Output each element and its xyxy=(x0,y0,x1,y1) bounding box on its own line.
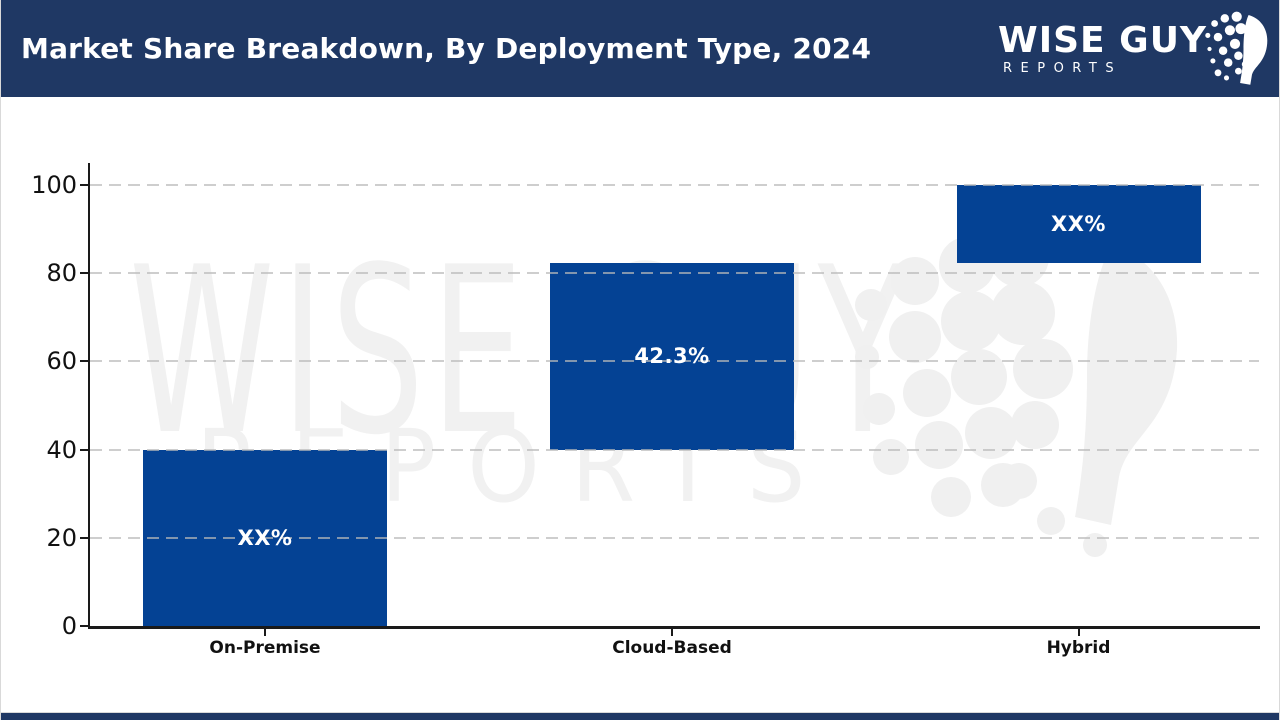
y-tick-mark xyxy=(80,184,89,186)
header-banner: Market Share Breakdown, By Deployment Ty… xyxy=(1,0,1279,97)
x-axis-spine xyxy=(88,626,1260,629)
x-tick-mark xyxy=(264,629,266,636)
logo-wordmark-line2: REPORTS xyxy=(1002,61,1123,77)
x-tick-label: Cloud-Based xyxy=(612,638,732,658)
gridline-y-60 xyxy=(90,360,1259,363)
y-tick-mark xyxy=(80,272,89,275)
gridline-y-20 xyxy=(90,536,1259,539)
x-tick-label: On-Premise xyxy=(209,638,321,658)
y-tick-mark xyxy=(80,448,89,451)
page-title: Market Share Breakdown, By Deployment Ty… xyxy=(21,32,872,65)
footer-divider xyxy=(1,712,1279,713)
y-tick-label: 0 xyxy=(61,612,77,640)
wiseguy-logo: WISE GUY REPORTS xyxy=(998,8,1269,90)
bar-value-label: XX% xyxy=(1051,212,1106,237)
gridline-y-100 xyxy=(90,184,1259,186)
y-tick-mark xyxy=(80,625,89,627)
x-tick-label: Hybrid xyxy=(1046,638,1111,658)
y-tick-label: 80 xyxy=(46,259,77,288)
x-tick-mark xyxy=(671,629,673,636)
y-axis-spine xyxy=(88,163,90,629)
logo-wordmark: WISE GUY REPORTS xyxy=(997,19,1207,77)
bar-value-label: 42.3% xyxy=(634,344,710,369)
y-tick-label: 20 xyxy=(46,523,77,552)
y-tick-mark xyxy=(80,360,89,363)
y-tick-label: 40 xyxy=(46,435,77,464)
bar-cloud-based xyxy=(550,263,794,450)
y-tick-mark xyxy=(80,536,89,539)
gridline-y-40 xyxy=(90,448,1259,451)
y-tick-label: 60 xyxy=(46,347,77,376)
logo-wordmark-line1: WISE GUY xyxy=(997,19,1207,61)
plot-area: 0 20 40 60 80 100 XX% On-Premise 42.3% Cloud-Base… xyxy=(1,97,1279,712)
watermark-head-icon xyxy=(855,227,1178,557)
footer-bar xyxy=(1,713,1279,720)
bar-hybrid xyxy=(956,185,1201,264)
bar-value-label: XX% xyxy=(237,525,293,550)
gridline-y-80 xyxy=(90,272,1259,275)
x-tick-mark xyxy=(1077,629,1080,636)
y-tick-label: 100 xyxy=(31,171,77,199)
dotted-head-icon xyxy=(1205,11,1268,85)
